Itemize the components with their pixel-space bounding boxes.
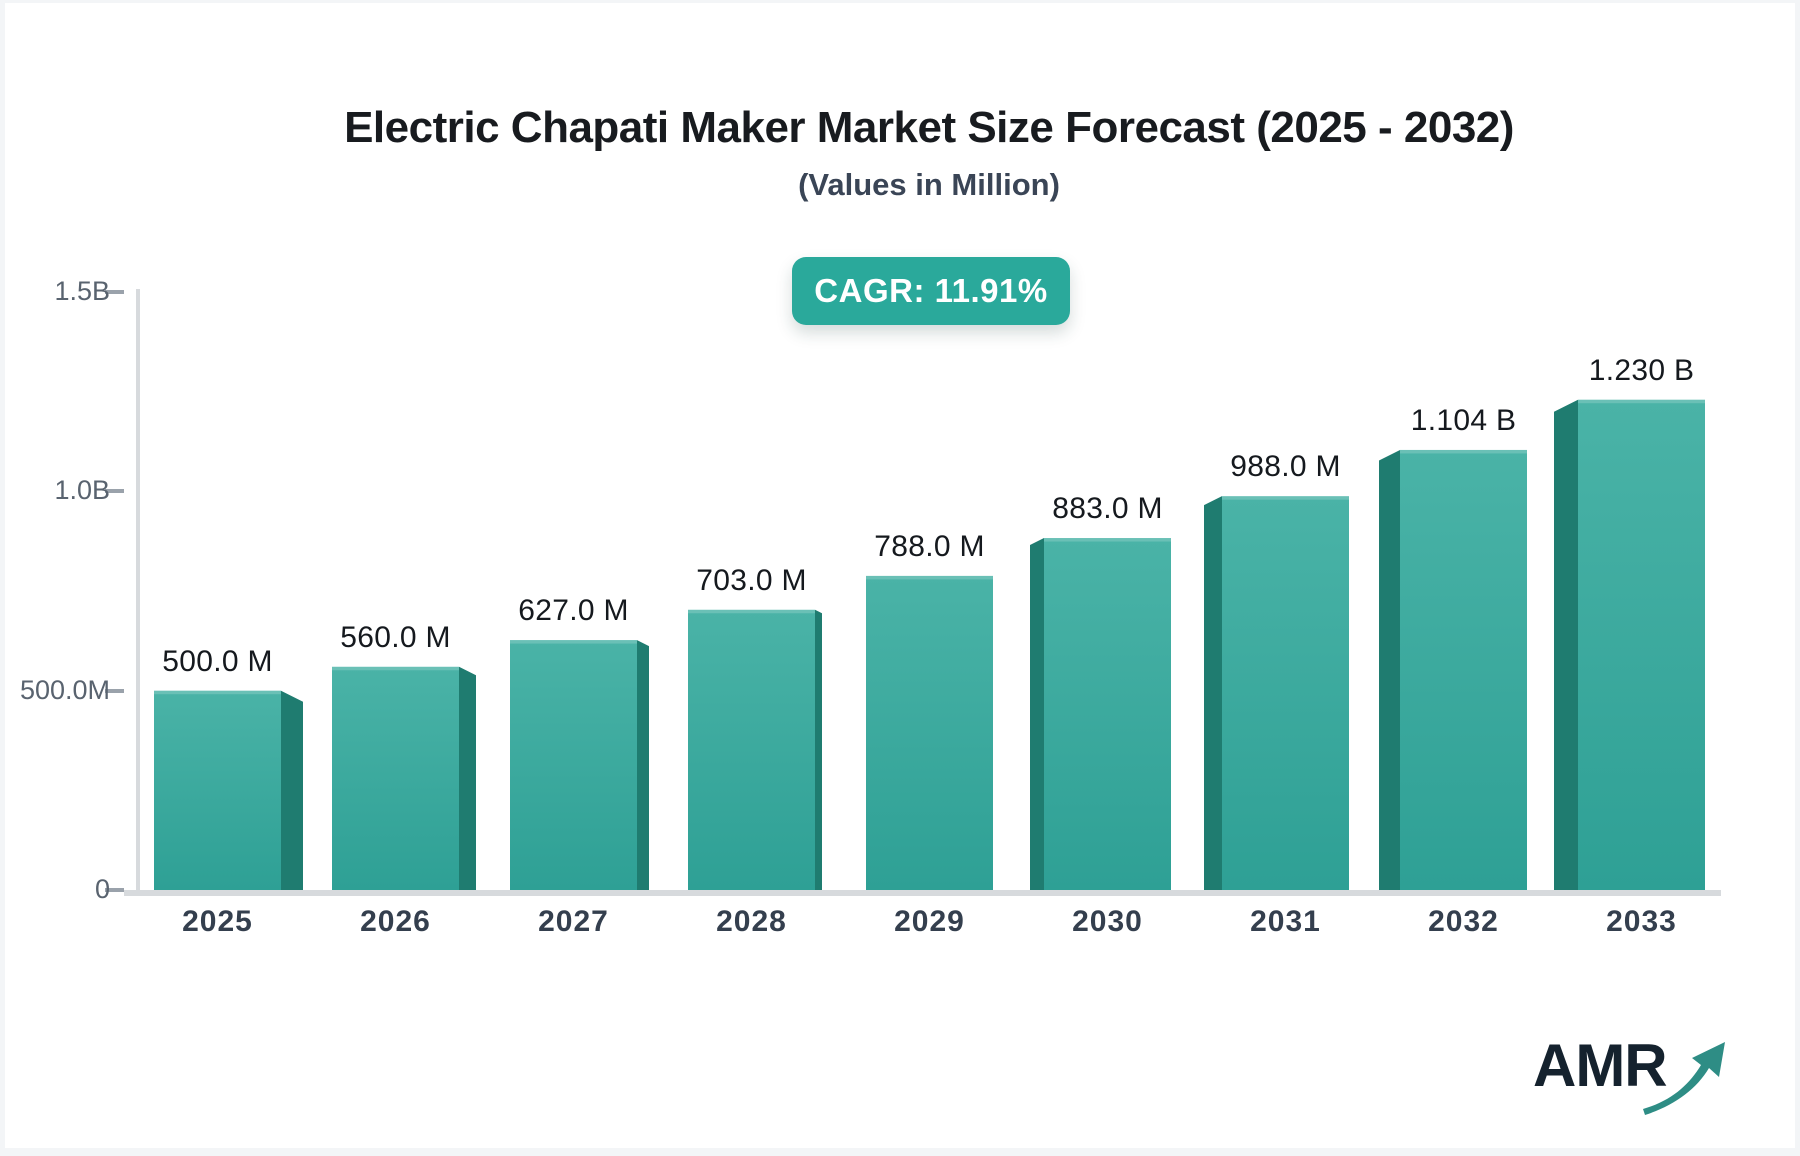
bar-top-highlight [1044, 538, 1171, 542]
bar-value-label: 500.0 M [162, 644, 273, 678]
bar-side-face [281, 690, 303, 893]
bar-top-highlight [1400, 449, 1527, 454]
bar-value-label: 1.104 B [1410, 403, 1517, 437]
x-axis-label-2025: 2025 [182, 905, 253, 938]
bar-front-face [688, 609, 815, 890]
bar-side-face [815, 609, 822, 893]
y-axis-tick-label: 1.5B [54, 276, 110, 307]
bar-top-highlight [510, 640, 637, 644]
x-axis-label-2027: 2027 [538, 905, 609, 938]
amr-logo: AMR [1533, 1031, 1733, 1121]
bar-value-label: 788.0 M [874, 529, 985, 563]
bar-value-label: 883.0 M [1052, 492, 1163, 526]
bar-2033[interactable] [1554, 399, 1705, 893]
y-axis-line [136, 289, 140, 896]
x-axis-label-2033: 2033 [1606, 905, 1677, 938]
bar-2026[interactable] [332, 666, 476, 893]
bar-side-face [459, 666, 476, 893]
bar-top-highlight [154, 690, 281, 695]
chart-subtitle: (Values in Million) [798, 167, 1060, 202]
bar-side-face [1379, 449, 1400, 893]
bar-front-face [332, 666, 459, 890]
bar-2027[interactable] [510, 640, 649, 893]
bar-front-face [1222, 496, 1349, 890]
bar-chart-canvas [154, 399, 1705, 893]
bar-front-face [866, 575, 993, 890]
x-axis-label-2026: 2026 [360, 905, 431, 938]
bar-side-face [637, 640, 649, 893]
x-axis-label-2030: 2030 [1072, 905, 1143, 938]
x-axis-baseline [124, 890, 1721, 896]
y-axis-tick [105, 688, 124, 693]
bar-top-highlight [688, 609, 815, 614]
bar-2031[interactable] [1204, 496, 1349, 893]
growth-arrow-icon [1643, 1042, 1725, 1115]
bar-front-face [510, 640, 637, 890]
bar-front-face [1400, 449, 1527, 890]
bar-front-face [1044, 538, 1171, 890]
x-axis-label-2032: 2032 [1428, 905, 1499, 938]
y-axis-tick-label: 0 [94, 874, 110, 904]
y-axis-tick [105, 290, 124, 295]
y-axis-tick-label: 500.0M [19, 674, 110, 705]
bar-2030[interactable] [1030, 538, 1171, 893]
bar-2029[interactable] [866, 575, 993, 890]
cagr-badge: CAGR: 11.91% [792, 257, 1070, 325]
bar-2032[interactable] [1379, 449, 1527, 893]
amr-logo-text: AMR [1533, 1032, 1668, 1099]
bar-2025[interactable] [154, 690, 303, 893]
y-axis-tick-label: 1.0B [54, 475, 110, 506]
bar-top-highlight [1578, 399, 1705, 404]
y-axis-tick [105, 888, 124, 892]
bar-front-face [154, 690, 281, 890]
bar-top-highlight [866, 575, 993, 580]
bar-value-label: 560.0 M [340, 620, 451, 654]
bar-top-highlight [1222, 496, 1349, 500]
x-axis-label-2031: 2031 [1250, 905, 1321, 938]
chart-title: Electric Chapati Maker Market Size Forec… [344, 103, 1514, 152]
bar-value-label: 1.230 B [1588, 353, 1695, 387]
bar-chart: 500.0 M 2025 560.0 M 2026 627.0 M 2027 703.0 M… [5, 3, 1795, 1148]
chart-card: Electric Chapati Maker Market Size Forec… [5, 3, 1795, 1148]
bar-top-highlight [332, 666, 459, 671]
bar-side-face [1554, 399, 1578, 893]
bar-value-label: 703.0 M [696, 563, 807, 597]
x-axis-label-2028: 2028 [716, 905, 787, 938]
bar-value-label: 627.0 M [518, 594, 629, 628]
bar-2028[interactable] [688, 609, 822, 893]
bar-front-face [1578, 399, 1705, 890]
y-axis-tick [105, 489, 124, 494]
bar-value-label: 988.0 M [1230, 450, 1341, 484]
bar-side-face [1204, 496, 1222, 893]
x-axis-label-2029: 2029 [894, 905, 965, 938]
cagr-badge-label: CAGR: 11.91% [814, 272, 1048, 309]
bar-side-face [1030, 538, 1044, 893]
